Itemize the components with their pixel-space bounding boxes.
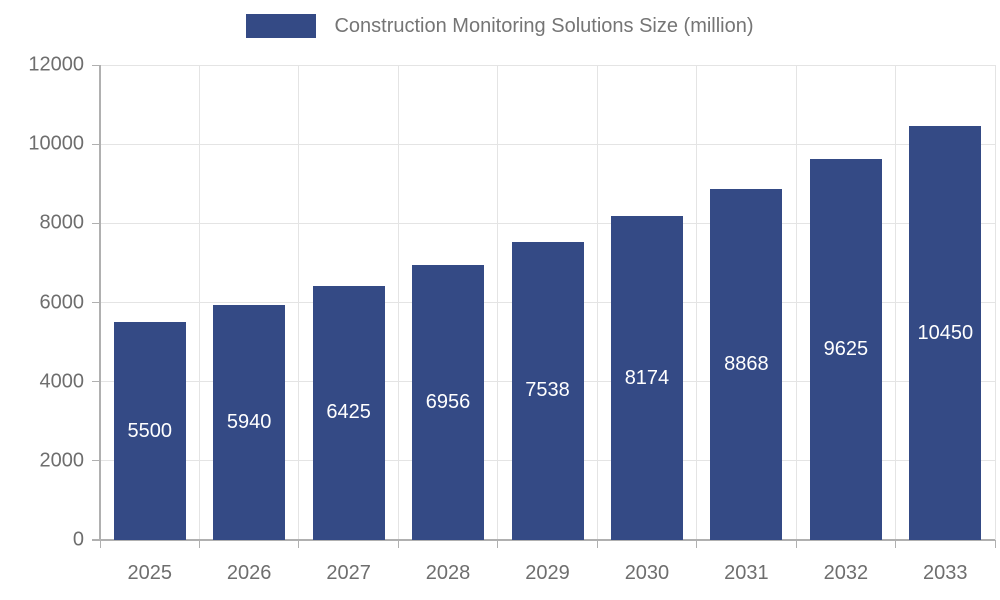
- x-tick-label: 2029: [525, 562, 570, 584]
- y-tick-label: 4000: [39, 370, 85, 393]
- x-tick-label: 2032: [823, 562, 869, 584]
- y-axis-tick: [92, 381, 100, 383]
- x-tick-label: 2033: [923, 562, 968, 584]
- x-axis-tick: [497, 540, 499, 548]
- y-axis-tick: [92, 460, 100, 462]
- y-axis-tick: [92, 143, 100, 145]
- y-tick-label: 10000: [28, 132, 84, 155]
- bar-value-label: 5500: [127, 419, 172, 442]
- bar: 8174: [610, 216, 683, 540]
- x-tick-label: 2027: [326, 562, 371, 584]
- bar: 7538: [511, 241, 584, 540]
- bar: 9625: [809, 159, 882, 540]
- y-axis-line: [99, 65, 101, 540]
- bar-value-label: 7538: [525, 379, 570, 402]
- y-tick-label: 6000: [39, 291, 85, 313]
- x-axis-tick: [596, 540, 598, 548]
- bar: 6956: [412, 264, 485, 540]
- legend-swatch-icon: [246, 14, 317, 38]
- x-axis-tick: [198, 540, 200, 548]
- x-axis-line: [92, 539, 995, 541]
- legend-label: Construction Monitoring Solutions Size (…: [334, 15, 754, 37]
- x-grid-line: [795, 65, 797, 540]
- x-grid-line: [895, 65, 897, 540]
- x-grid-line: [497, 65, 499, 540]
- x-axis-tick: [795, 540, 797, 548]
- bar-value-label: 8174: [624, 366, 670, 389]
- bar-value-label: 10450: [917, 321, 974, 344]
- x-axis-tick: [994, 540, 996, 548]
- y-axis-tick: [92, 222, 100, 224]
- bar: 5500: [113, 322, 186, 540]
- legend[interactable]: Construction Monitoring Solutions Size (…: [0, 14, 1000, 38]
- x-grid-line: [198, 65, 200, 540]
- y-axis-tick: [92, 302, 100, 303]
- bar-value-label: 9625: [823, 337, 869, 360]
- x-axis-tick: [298, 540, 300, 548]
- bar-value-label: 5940: [226, 410, 272, 433]
- x-axis-tick: [696, 540, 698, 548]
- x-grid-line: [596, 65, 598, 540]
- x-grid-line: [298, 65, 300, 540]
- y-grid-line: [100, 143, 995, 145]
- x-tick-label: 2026: [226, 562, 272, 584]
- x-grid-line: [397, 65, 399, 540]
- x-grid-line: [994, 65, 996, 540]
- y-axis-tick: [92, 64, 100, 66]
- x-tick-label: 2031: [724, 562, 769, 584]
- y-tick-label: 12000: [28, 53, 84, 76]
- y-tick-label: 0: [72, 528, 84, 551]
- bar-value-label: 6956: [425, 390, 471, 413]
- y-tick-label: 2000: [39, 449, 85, 472]
- y-tick-label: 8000: [39, 211, 85, 234]
- bar: 10450: [909, 126, 982, 540]
- x-tick-label: 2030: [624, 562, 670, 584]
- x-axis-tick: [99, 540, 101, 548]
- bar: 5940: [213, 304, 286, 540]
- x-axis-tick: [397, 540, 399, 548]
- x-tick-label: 2025: [127, 562, 172, 584]
- x-grid-line: [696, 65, 698, 540]
- bar-value-label: 6425: [326, 401, 371, 424]
- x-tick-label: 2028: [425, 562, 471, 584]
- y-grid-line: [100, 222, 995, 224]
- y-grid-line: [100, 64, 995, 66]
- bar: 8868: [710, 188, 783, 540]
- x-axis-tick: [895, 540, 897, 548]
- bar: 6425: [312, 285, 385, 540]
- bar-value-label: 8868: [724, 352, 769, 375]
